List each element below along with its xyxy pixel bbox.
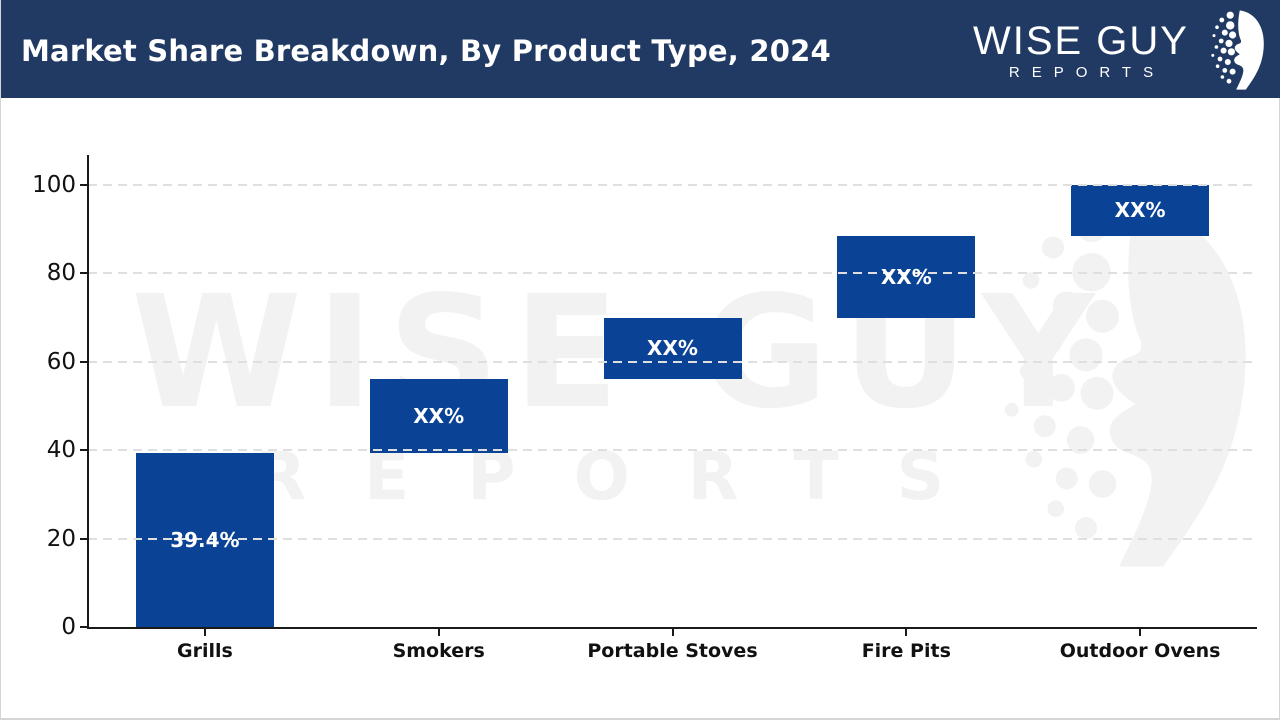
bar-smokers <box>369 379 508 453</box>
y-tick-label: 80 <box>46 260 76 287</box>
bar-fire-pits <box>837 235 976 318</box>
bar-grills <box>135 452 274 627</box>
x-axis-tick <box>437 629 440 636</box>
logo-subtext: REPORTS <box>1008 63 1166 81</box>
category-label: Smokers <box>392 640 485 662</box>
y-tick-label: 100 <box>32 172 76 198</box>
bar-portable-stoves <box>603 317 742 380</box>
gridline-100 <box>88 184 1257 186</box>
header-bar: Market Share Breakdown, By Product Type,… <box>1 0 1280 98</box>
bar-value-label: XX% <box>647 336 698 361</box>
y-axis-tick <box>80 184 88 186</box>
x-axis-tick <box>905 629 908 636</box>
x-axis-line <box>87 627 1257 629</box>
logo-text: WISE GUY REPORTS <box>973 21 1189 80</box>
category-label: Outdoor Ovens <box>1059 640 1221 662</box>
category-label: Fire Pits <box>861 640 951 662</box>
wise-guy-logo: WISE GUY REPORTS <box>973 8 1267 92</box>
bar-value-label: XX% <box>880 264 932 289</box>
y-axis-tick <box>80 272 88 275</box>
category-label: Portable Stoves <box>587 640 758 662</box>
logo-wordmark: WISE GUY <box>972 18 1189 63</box>
y-tick-label: 0 <box>61 614 76 640</box>
category-label: Grills <box>176 640 233 662</box>
y-tick-label: 40 <box>46 437 76 464</box>
y-axis-tick <box>80 537 88 540</box>
gridline-40 <box>88 449 1257 452</box>
y-axis-tick <box>80 626 88 628</box>
bar-value-label: XX% <box>1114 198 1166 223</box>
y-axis-tick <box>80 449 88 452</box>
y-tick-label: 60 <box>46 348 76 375</box>
logo-face-icon <box>1191 8 1267 92</box>
chart-title: Market Share Breakdown, By Product Type,… <box>21 34 831 68</box>
gridline-80 <box>88 272 1257 275</box>
x-axis-tick <box>671 629 674 636</box>
y-tick-label: 20 <box>46 525 76 552</box>
gridline-60 <box>88 360 1257 363</box>
x-axis-tick <box>203 629 206 636</box>
x-axis-tick <box>1139 629 1142 636</box>
bar-value-label: XX% <box>413 403 465 428</box>
bar-value-label: 39.4% <box>170 527 240 552</box>
gridline-20 <box>88 537 1257 540</box>
y-axis-tick <box>80 360 88 363</box>
y-axis-line <box>87 155 89 629</box>
